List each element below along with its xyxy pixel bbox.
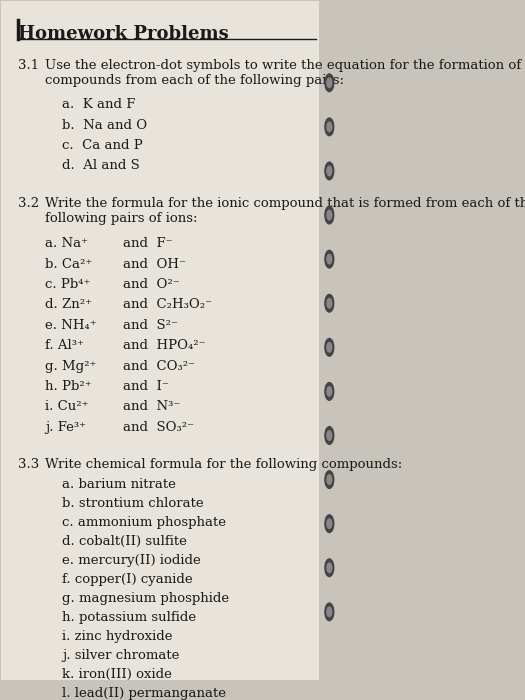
Circle shape xyxy=(325,603,334,621)
Circle shape xyxy=(327,475,332,484)
Circle shape xyxy=(327,563,332,573)
Circle shape xyxy=(325,206,334,224)
Text: Write the formula for the ionic compound that is formed from each of the
followi: Write the formula for the ionic compound… xyxy=(45,197,525,225)
Text: and  C₂H₃O₂⁻: and C₂H₃O₂⁻ xyxy=(123,298,212,312)
Text: l. lead(II) permanganate: l. lead(II) permanganate xyxy=(62,687,226,700)
Circle shape xyxy=(327,342,332,352)
Text: a. barium nitrate: a. barium nitrate xyxy=(62,478,176,491)
Circle shape xyxy=(325,162,334,180)
Text: b. strontium chlorate: b. strontium chlorate xyxy=(62,497,204,510)
Circle shape xyxy=(327,298,332,308)
Text: i. zinc hydroxide: i. zinc hydroxide xyxy=(62,630,173,643)
Text: d. Zn²⁺: d. Zn²⁺ xyxy=(45,298,92,312)
Text: and  S²⁻: and S²⁻ xyxy=(123,318,178,332)
Circle shape xyxy=(325,339,334,356)
Circle shape xyxy=(327,78,332,88)
Text: j. Fe³⁺: j. Fe³⁺ xyxy=(45,421,86,433)
Text: 3.1: 3.1 xyxy=(18,59,39,72)
Text: f. copper(I) cyanide: f. copper(I) cyanide xyxy=(62,573,193,586)
Text: d.  Al and S: d. Al and S xyxy=(62,160,140,172)
Text: k. iron(III) oxide: k. iron(III) oxide xyxy=(62,668,172,681)
Text: j. silver chromate: j. silver chromate xyxy=(62,649,180,662)
Circle shape xyxy=(325,515,334,533)
Text: Homework Problems: Homework Problems xyxy=(18,25,229,43)
FancyBboxPatch shape xyxy=(2,1,319,680)
Circle shape xyxy=(325,383,334,400)
Circle shape xyxy=(325,118,334,136)
Circle shape xyxy=(325,295,334,312)
Text: i. Cu²⁺: i. Cu²⁺ xyxy=(45,400,89,413)
Text: a. Na⁺: a. Na⁺ xyxy=(45,237,88,251)
Text: and  CO₃²⁻: and CO₃²⁻ xyxy=(123,360,195,372)
Text: d. cobalt(II) sulfite: d. cobalt(II) sulfite xyxy=(62,536,187,548)
Circle shape xyxy=(327,254,332,264)
Text: h. Pb²⁺: h. Pb²⁺ xyxy=(45,380,92,393)
Text: e. NH₄⁺: e. NH₄⁺ xyxy=(45,318,97,332)
Text: c. ammonium phosphate: c. ammonium phosphate xyxy=(62,516,226,529)
Text: b.  Na and O: b. Na and O xyxy=(62,119,148,132)
Text: Use the electron-dot symbols to write the equation for the formation of the ioni: Use the electron-dot symbols to write th… xyxy=(45,59,525,87)
Circle shape xyxy=(327,166,332,176)
Circle shape xyxy=(325,471,334,489)
Circle shape xyxy=(327,430,332,440)
Circle shape xyxy=(327,122,332,132)
Text: a.  K and F: a. K and F xyxy=(62,99,135,111)
Text: and  F⁻: and F⁻ xyxy=(123,237,173,251)
Text: c.  Ca and P: c. Ca and P xyxy=(62,139,143,152)
Text: Write chemical formula for the following compounds:: Write chemical formula for the following… xyxy=(45,458,403,471)
Text: g. magnesium phosphide: g. magnesium phosphide xyxy=(62,592,229,606)
Text: and  OH⁻: and OH⁻ xyxy=(123,258,186,271)
Circle shape xyxy=(325,559,334,577)
Text: and  O²⁻: and O²⁻ xyxy=(123,278,180,291)
Circle shape xyxy=(325,427,334,444)
Circle shape xyxy=(327,210,332,220)
Text: h. potassium sulfide: h. potassium sulfide xyxy=(62,611,196,624)
Text: g. Mg²⁺: g. Mg²⁺ xyxy=(45,360,97,372)
Circle shape xyxy=(327,607,332,617)
Text: f. Al³⁺: f. Al³⁺ xyxy=(45,340,84,352)
Text: and  HPO₄²⁻: and HPO₄²⁻ xyxy=(123,340,206,352)
Circle shape xyxy=(325,251,334,268)
Text: and  I⁻: and I⁻ xyxy=(123,380,169,393)
Text: 3.3: 3.3 xyxy=(18,458,39,471)
Text: e. mercury(II) iodide: e. mercury(II) iodide xyxy=(62,554,201,567)
Text: b. Ca²⁺: b. Ca²⁺ xyxy=(45,258,92,271)
Text: and  SO₃²⁻: and SO₃²⁻ xyxy=(123,421,194,433)
Text: and  N³⁻: and N³⁻ xyxy=(123,400,181,413)
Text: 3.2: 3.2 xyxy=(18,197,39,210)
Circle shape xyxy=(325,74,334,92)
Text: c. Pb⁴⁺: c. Pb⁴⁺ xyxy=(45,278,91,291)
Circle shape xyxy=(327,519,332,528)
Circle shape xyxy=(327,386,332,396)
